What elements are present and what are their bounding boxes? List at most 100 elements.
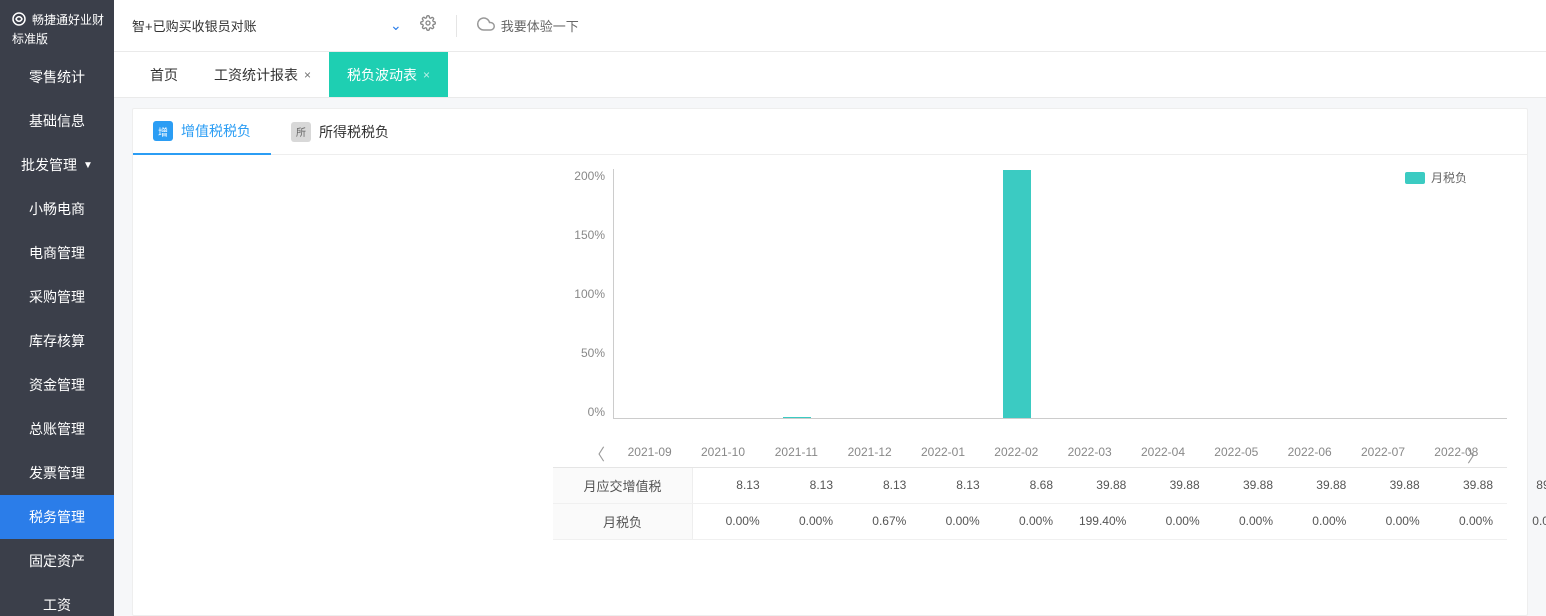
row-header: 月税负 — [553, 504, 693, 539]
x-label: 2022-03 — [1068, 445, 1112, 459]
cloud-icon — [477, 15, 495, 36]
x-label: 2022-04 — [1141, 445, 1185, 459]
sidebar-item-4[interactable]: 电商管理 — [0, 231, 114, 275]
org-selector[interactable]: 智+已购买收银员对账 — [132, 16, 372, 35]
table-cell: 39.88 — [1096, 478, 1132, 492]
content: 增增值税税负所所得税税负 月税负 200%150%100%50%0% 〈 — [114, 98, 1546, 616]
sidebar-item-12[interactable]: 工资 — [0, 583, 114, 616]
chart-area: 200% 150% 100% 50% 0% — [553, 169, 1507, 439]
x-label: 2021-11 — [775, 445, 818, 459]
caret-down-icon: ▼ — [83, 160, 93, 171]
table-cell: 0.00% — [799, 514, 839, 528]
y-tick: 0% — [588, 405, 605, 419]
table-cell: 0.00% — [946, 514, 986, 528]
brand-block: 畅捷通好业财 标准版 — [0, 0, 114, 55]
sidebar-item-11[interactable]: 固定资产 — [0, 539, 114, 583]
row-cells: 8.13 8.13 8.13 8.13 8.68 39.88 39.88 39.88 39.88… — [693, 468, 1507, 503]
table-cell: 0.00% — [1532, 514, 1546, 528]
table-cell: 0.00% — [1459, 514, 1499, 528]
explore-text: 我要体验一下 — [501, 16, 579, 35]
x-axis-row: 〈 〉 2021-092021-102021-112021-122022-012… — [553, 439, 1507, 467]
chart-plot — [613, 169, 1507, 419]
page-tabs: 首页 工资统计报表 × 税负波动表 × — [114, 52, 1546, 98]
brand-name: 畅捷通好业财 — [32, 11, 104, 28]
table-cell: 0.00% — [1019, 514, 1059, 528]
table-row: 月税负0.00%0.00%0.67%0.00%0.00%199.40%0.00%… — [553, 504, 1507, 540]
topbar: 智+已购买收银员对账 ⌄ 我要体验一下 — [114, 0, 1546, 52]
table-cell: 199.40% — [1079, 514, 1132, 528]
y-axis: 200% 150% 100% 50% 0% — [553, 169, 613, 419]
table-cell: 8.13 — [956, 478, 985, 492]
brand-logo-icon — [10, 10, 28, 28]
table-cell: 0.00% — [726, 514, 766, 528]
y-tick: 200% — [574, 169, 605, 183]
table-cell: 0.00% — [1312, 514, 1352, 528]
sidebar-item-9[interactable]: 发票管理 — [0, 451, 114, 495]
sidebar-item-3[interactable]: 小畅电商 — [0, 187, 114, 231]
main-area: 智+已购买收银员对账 ⌄ 我要体验一下 首页 工资统计报表 × 税负波动表 × 增增值税… — [114, 0, 1546, 616]
row-cells: 0.00% 0.00% 0.67% 0.00% 0.00% 199.40% 0.00% 0.0… — [693, 504, 1507, 539]
sidebar-item-8[interactable]: 总账管理 — [0, 407, 114, 451]
tab-1[interactable]: 工资统计报表 × — [196, 52, 329, 97]
gear-icon[interactable] — [420, 15, 436, 36]
divider — [456, 15, 457, 37]
org-selector-text: 智+已购买收银员对账 — [132, 16, 257, 35]
y-tick: 50% — [581, 346, 605, 360]
table-cell: 39.88 — [1316, 478, 1352, 492]
data-table: 月应交增值税 8.13 8.13 8.13 8.13 8.68 39.88 39.88 39.8… — [553, 467, 1507, 540]
row-header: 月应交增值税 — [553, 468, 693, 503]
x-label: 2022-02 — [994, 445, 1038, 459]
x-label: 2022-07 — [1361, 445, 1405, 459]
sidebar-item-5[interactable]: 采购管理 — [0, 275, 114, 319]
sidebar-nav: 零售统计基础信息批发管理▼小畅电商电商管理采购管理库存核算资金管理总账管理发票管… — [0, 55, 114, 616]
table-cell: 0.00% — [1166, 514, 1206, 528]
explore-link[interactable]: 我要体验一下 — [477, 15, 579, 36]
table-cell: 39.88 — [1243, 478, 1279, 492]
subtab-icon: 所 — [291, 122, 311, 142]
tab-0[interactable]: 首页 — [132, 52, 196, 97]
subtab-0[interactable]: 增增值税税负 — [133, 109, 271, 155]
sub-tabs: 增增值税税负所所得税税负 — [133, 109, 1527, 155]
chevron-left-icon[interactable]: 〈 — [589, 447, 605, 464]
x-label: 2021-12 — [848, 445, 892, 459]
chart-bar — [1003, 170, 1031, 418]
tab-2[interactable]: 税负波动表 × — [329, 52, 448, 97]
y-tick: 150% — [574, 228, 605, 242]
close-icon[interactable]: × — [304, 68, 311, 82]
tab-label: 工资统计报表 — [214, 65, 298, 85]
table-cell: 8.13 — [883, 478, 912, 492]
table-cell: 39.88 — [1390, 478, 1426, 492]
x-label: 2022-06 — [1288, 445, 1332, 459]
close-icon[interactable]: × — [423, 68, 430, 82]
table-cell: 8.13 — [736, 478, 765, 492]
table-row: 月应交增值税 8.13 8.13 8.13 8.13 8.68 39.88 39.88 39.8… — [553, 468, 1507, 504]
table-cell: 0.67% — [872, 514, 912, 528]
chart-bar — [783, 417, 811, 418]
sidebar-item-6[interactable]: 库存核算 — [0, 319, 114, 363]
panel: 增增值税税负所所得税税负 月税负 200%150%100%50%0% 〈 — [132, 108, 1528, 616]
table-cell: 89.38 — [1536, 478, 1546, 492]
subtab-label: 所得税税负 — [319, 122, 389, 142]
subtab-1[interactable]: 所所得税税负 — [271, 109, 409, 154]
subtab-label: 增值税税负 — [181, 121, 251, 141]
sidebar-item-7[interactable]: 资金管理 — [0, 363, 114, 407]
x-label: 2022-01 — [921, 445, 965, 459]
sidebar-item-10[interactable]: 税务管理 — [0, 495, 114, 539]
subtab-icon: 增 — [153, 121, 173, 141]
x-axis-labels: 〉 2021-092021-102021-112021-122022-01202… — [613, 439, 1507, 467]
sidebar-item-1[interactable]: 基础信息 — [0, 99, 114, 143]
sidebar-item-0[interactable]: 零售统计 — [0, 55, 114, 99]
x-label: 2021-10 — [701, 445, 745, 459]
tab-label: 首页 — [150, 65, 178, 85]
x-label: 2021-09 — [628, 445, 672, 459]
table-cell: 8.68 — [1030, 478, 1059, 492]
table-cell: 39.88 — [1170, 478, 1206, 492]
table-cell: 8.13 — [810, 478, 839, 492]
x-nav-left: 〈 — [553, 441, 613, 465]
tab-label: 税负波动表 — [347, 65, 417, 85]
sidebar-item-2[interactable]: 批发管理▼ — [0, 143, 114, 187]
y-tick: 100% — [574, 287, 605, 301]
table-cell: 0.00% — [1386, 514, 1426, 528]
table-cell: 39.88 — [1463, 478, 1499, 492]
chevron-down-icon[interactable]: ⌄ — [386, 17, 406, 34]
